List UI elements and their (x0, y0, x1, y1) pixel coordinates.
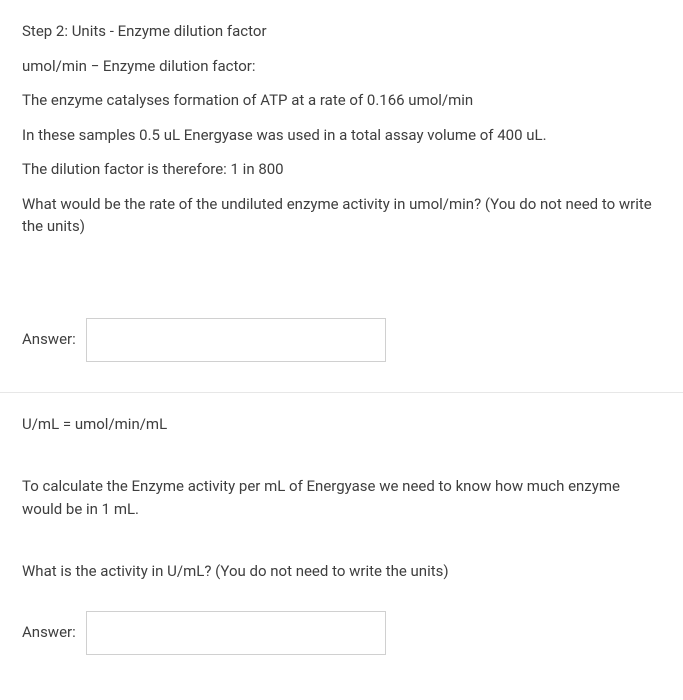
divider (0, 392, 683, 393)
text-line: The dilution factor is therefore: 1 in 8… (22, 158, 661, 181)
text-line: umol/min − Enzyme dilution factor: (22, 55, 661, 78)
spacer (22, 445, 661, 475)
question-uml: U/mL = umol/min/mL To calculate the Enzy… (22, 413, 661, 655)
text-line: In these samples 0.5 uL Energyase was us… (22, 124, 661, 147)
step-heading: Step 2: Units - Enzyme dilution factor (22, 20, 661, 43)
text-line: U/mL = umol/min/mL (22, 413, 661, 436)
text-line: What would be the rate of the undiluted … (22, 193, 661, 238)
text-line: The enzyme catalyses formation of ATP at… (22, 89, 661, 112)
question-step2: Step 2: Units - Enzyme dilution factor u… (22, 20, 661, 362)
answer-label: Answer: (22, 328, 76, 351)
answer-row: Answer: (22, 318, 661, 362)
spacer (22, 530, 661, 560)
text-line: To calculate the Enzyme activity per mL … (22, 475, 661, 520)
text-line: What is the activity in U/mL? (You do no… (22, 560, 661, 583)
answer-row: Answer: (22, 611, 661, 655)
answer-input-1[interactable] (86, 318, 386, 362)
answer-label: Answer: (22, 621, 76, 644)
answer-input-2[interactable] (86, 611, 386, 655)
